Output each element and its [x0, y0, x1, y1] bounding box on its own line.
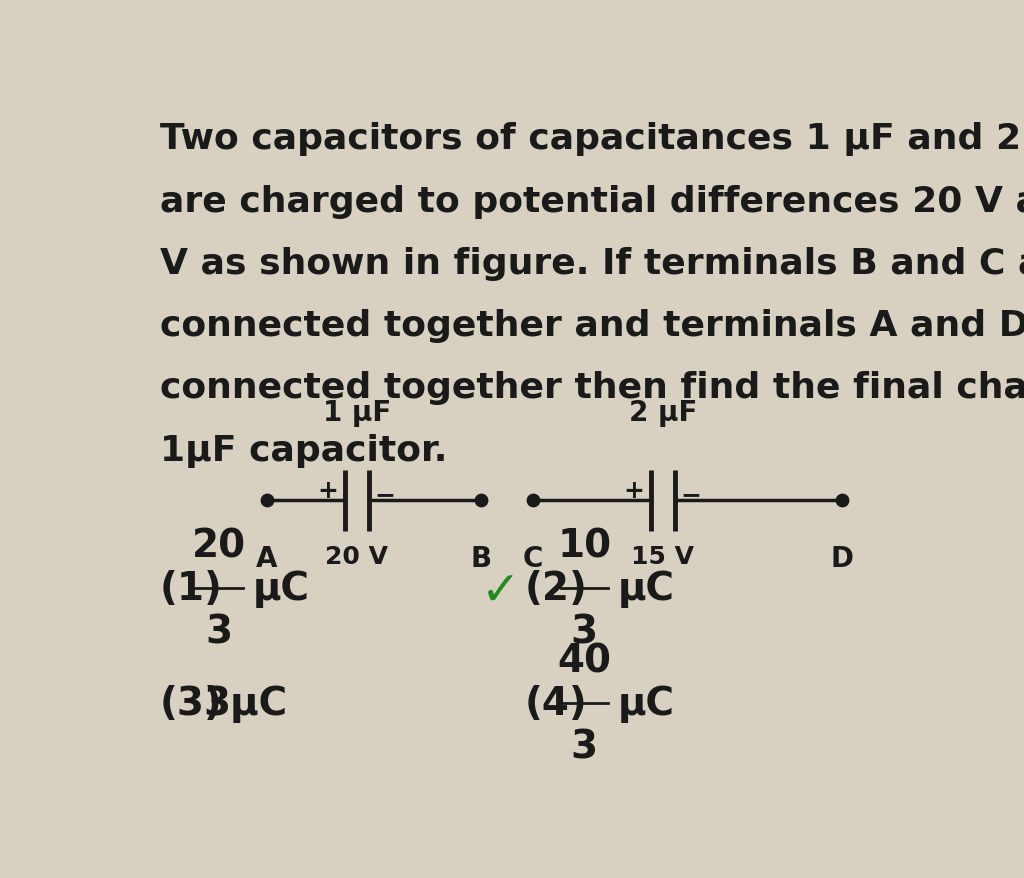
Text: (3): (3) [160, 685, 222, 723]
Text: 1 μF: 1 μF [323, 399, 391, 427]
Text: μC: μC [617, 685, 675, 723]
Text: +: + [317, 479, 338, 503]
Text: μC: μC [253, 570, 309, 608]
Text: D: D [830, 544, 854, 572]
Text: −: − [374, 482, 395, 506]
Text: are charged to potential differences 20 V and 15: are charged to potential differences 20 … [160, 184, 1024, 219]
Text: 40: 40 [557, 642, 611, 680]
Text: 3: 3 [570, 613, 598, 651]
Text: 3: 3 [570, 727, 598, 766]
Text: μC: μC [617, 570, 675, 608]
Text: 3: 3 [206, 613, 232, 651]
Text: C: C [522, 544, 543, 572]
Text: 2 μF: 2 μF [629, 399, 697, 427]
Text: (4): (4) [524, 685, 588, 723]
Text: A: A [256, 544, 278, 572]
Text: 10: 10 [557, 527, 611, 565]
Point [259, 493, 275, 507]
Text: 15 V: 15 V [631, 544, 694, 569]
Point [834, 493, 850, 507]
Text: (1): (1) [160, 570, 222, 608]
Text: ✓: ✓ [481, 570, 521, 615]
Text: 20 V: 20 V [326, 544, 388, 569]
Text: V as shown in figure. If terminals B and C are: V as shown in figure. If terminals B and… [160, 247, 1024, 281]
Text: −: − [680, 482, 701, 506]
Text: 20: 20 [193, 527, 247, 565]
Text: connected together and terminals A and D are: connected together and terminals A and D… [160, 309, 1024, 342]
Point [524, 493, 541, 507]
Text: Two capacitors of capacitances 1 μF and 2 μF: Two capacitors of capacitances 1 μF and … [160, 122, 1024, 156]
Text: connected together then find the final charges of: connected together then find the final c… [160, 371, 1024, 405]
Text: B: B [471, 544, 492, 572]
Point [473, 493, 489, 507]
Text: 1μF capacitor.: 1μF capacitor. [160, 433, 447, 467]
Text: (2): (2) [524, 570, 588, 608]
Text: +: + [623, 479, 644, 503]
Text: 3μC: 3μC [204, 685, 288, 723]
